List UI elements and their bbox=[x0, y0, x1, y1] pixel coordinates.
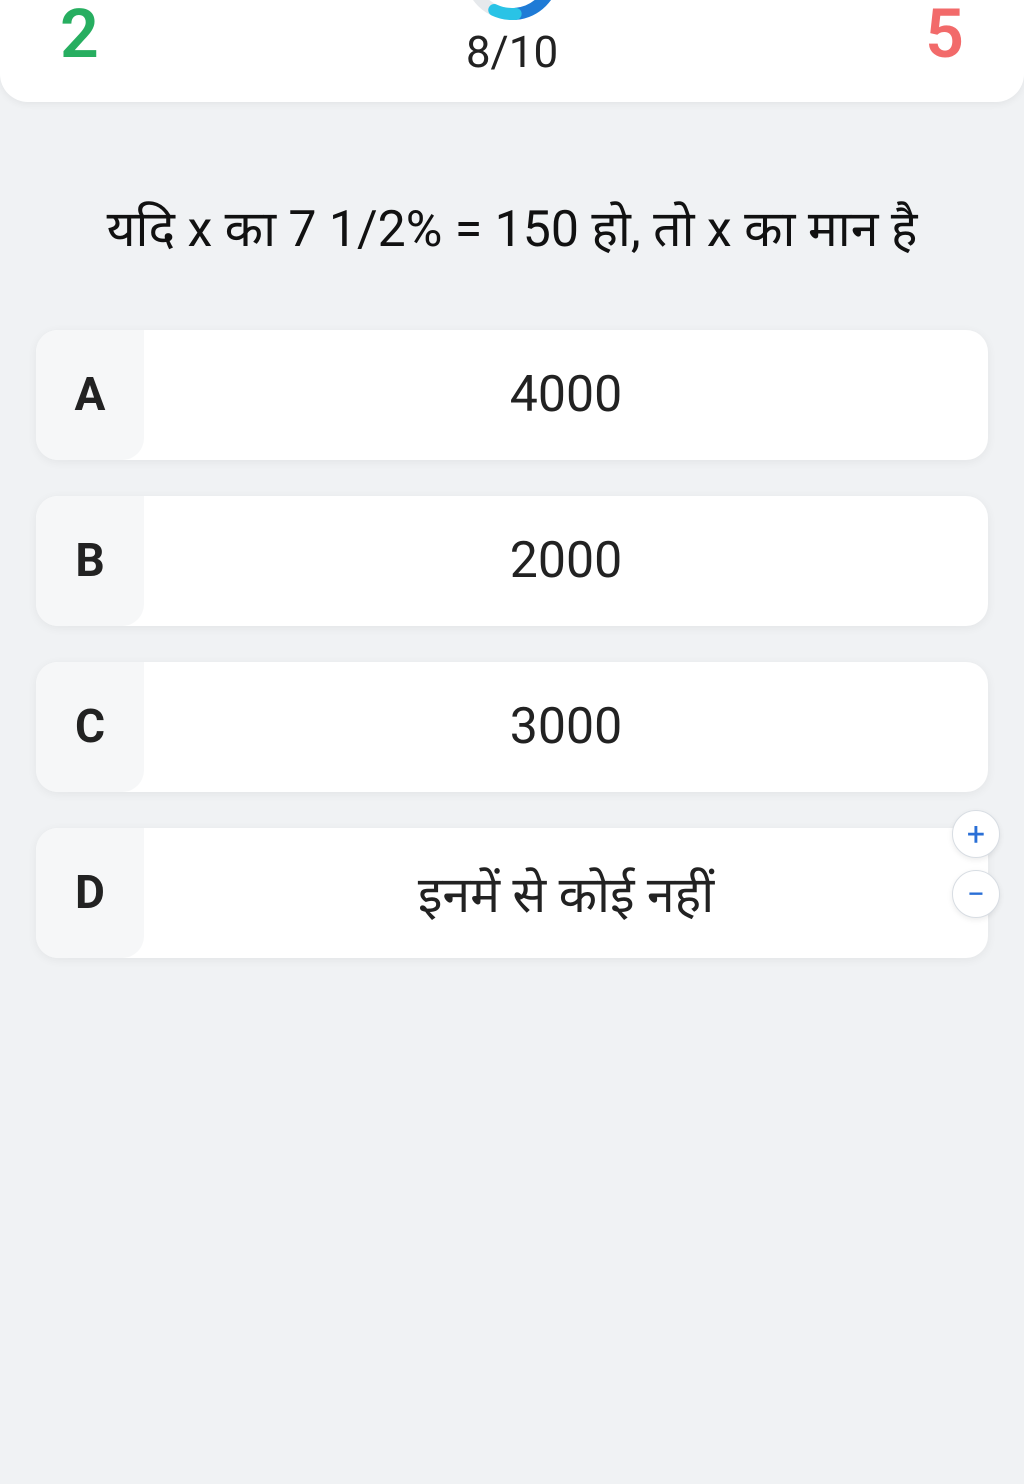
header-card: 2 8/10 5 bbox=[0, 0, 1024, 102]
options-list: A4000B2000C3000Dइनमें से कोई नहीं+− bbox=[0, 330, 1024, 958]
option-wrap: A4000 bbox=[36, 330, 988, 460]
option-c[interactable]: C3000 bbox=[36, 662, 988, 792]
zoom-out-button[interactable]: − bbox=[952, 870, 1000, 918]
option-wrap: C3000 bbox=[36, 662, 988, 792]
option-letter: A bbox=[36, 330, 144, 460]
progress-indicator: 8/10 bbox=[462, 0, 562, 78]
question-text: यदि x का 7 1/2% = 150 हो, तो x का मान है bbox=[48, 192, 976, 270]
option-letter: C bbox=[36, 662, 144, 792]
option-letter: D bbox=[36, 828, 144, 958]
option-text: इनमें से कोई नहीं bbox=[144, 828, 988, 958]
option-text: 3000 bbox=[144, 662, 988, 792]
zoom-controls: +− bbox=[952, 810, 1000, 918]
zoom-in-button[interactable]: + bbox=[952, 810, 1000, 858]
option-b[interactable]: B2000 bbox=[36, 496, 988, 626]
option-wrap: B2000 bbox=[36, 496, 988, 626]
option-text: 4000 bbox=[144, 330, 988, 460]
progress-label: 8/10 bbox=[466, 26, 558, 78]
score-incorrect: 5 bbox=[925, 0, 964, 68]
option-text: 2000 bbox=[144, 496, 988, 626]
option-d[interactable]: Dइनमें से कोई नहीं bbox=[36, 828, 988, 958]
option-a[interactable]: A4000 bbox=[36, 330, 988, 460]
option-wrap: Dइनमें से कोई नहीं+− bbox=[36, 828, 988, 958]
question-area: यदि x का 7 1/2% = 150 हो, तो x का मान है bbox=[0, 102, 1024, 330]
score-correct: 2 bbox=[60, 0, 99, 68]
progress-ring-icon bbox=[462, 0, 562, 22]
option-letter: B bbox=[36, 496, 144, 626]
